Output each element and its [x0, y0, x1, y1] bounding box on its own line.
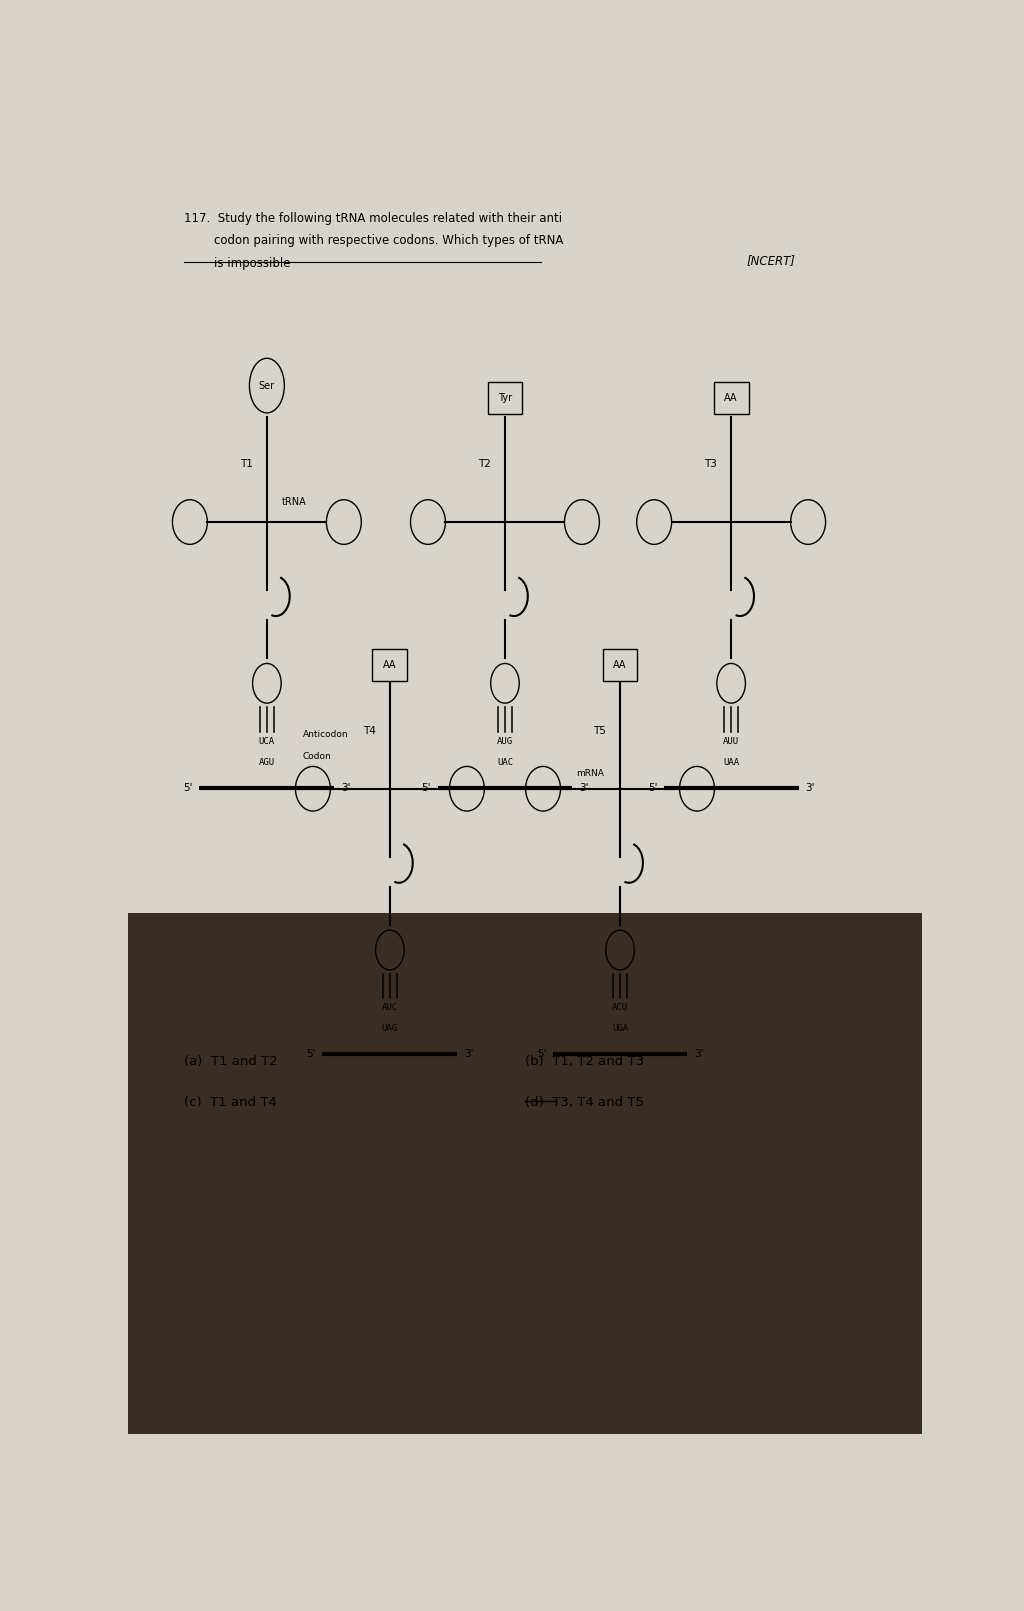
Text: AUU: AUU: [723, 736, 739, 746]
Text: AGU: AGU: [259, 757, 274, 767]
Text: Anticodon: Anticodon: [303, 730, 348, 739]
Bar: [128, 913, 922, 1434]
Text: T2: T2: [478, 459, 490, 469]
Text: 3': 3': [579, 783, 588, 793]
Text: (a)  T1 and T2: (a) T1 and T2: [183, 1055, 278, 1068]
Text: codon pairing with respective codons. Which types of tRNA: codon pairing with respective codons. Wh…: [183, 234, 563, 246]
Text: ACU: ACU: [612, 1004, 628, 1012]
Text: (c)  T1 and T4: (c) T1 and T4: [183, 1097, 276, 1110]
Text: 5': 5': [422, 783, 431, 793]
Text: Codon: Codon: [303, 752, 332, 760]
Text: UAG: UAG: [382, 1025, 398, 1033]
Text: UCA: UCA: [259, 736, 274, 746]
Text: 5': 5': [537, 1049, 546, 1058]
Text: 3': 3': [805, 783, 814, 793]
Text: AUG: AUG: [497, 736, 513, 746]
Text: T4: T4: [362, 725, 376, 736]
Text: T3: T3: [703, 459, 717, 469]
Text: T1: T1: [240, 459, 253, 469]
Text: [NCERT]: [NCERT]: [748, 255, 796, 267]
Text: 3': 3': [694, 1049, 703, 1058]
Text: 117.  Study the following tRNA molecules related with their anti: 117. Study the following tRNA molecules …: [183, 213, 562, 226]
Text: AUC: AUC: [382, 1004, 398, 1012]
Text: UGA: UGA: [612, 1025, 628, 1033]
Text: UAA: UAA: [723, 757, 739, 767]
Text: Ser: Ser: [259, 380, 274, 390]
Text: 5': 5': [306, 1049, 316, 1058]
Text: mRNA: mRNA: [577, 768, 604, 778]
Text: AA: AA: [724, 393, 738, 403]
Bar: [128, 193, 922, 913]
Text: UAC: UAC: [497, 757, 513, 767]
Text: 3': 3': [341, 783, 350, 793]
Text: (b)  T1, T2 and T3: (b) T1, T2 and T3: [524, 1055, 644, 1068]
Text: AA: AA: [613, 659, 627, 670]
Text: 5': 5': [648, 783, 657, 793]
Text: 3': 3': [464, 1049, 473, 1058]
Text: AA: AA: [383, 659, 396, 670]
Text: T5: T5: [593, 725, 606, 736]
Text: is impossible: is impossible: [183, 256, 290, 269]
Text: Tyr: Tyr: [498, 393, 512, 403]
Text: 5': 5': [183, 783, 194, 793]
Text: (d)  T3, T4 and T5: (d) T3, T4 and T5: [524, 1097, 644, 1110]
Text: tRNA: tRNA: [282, 498, 306, 507]
